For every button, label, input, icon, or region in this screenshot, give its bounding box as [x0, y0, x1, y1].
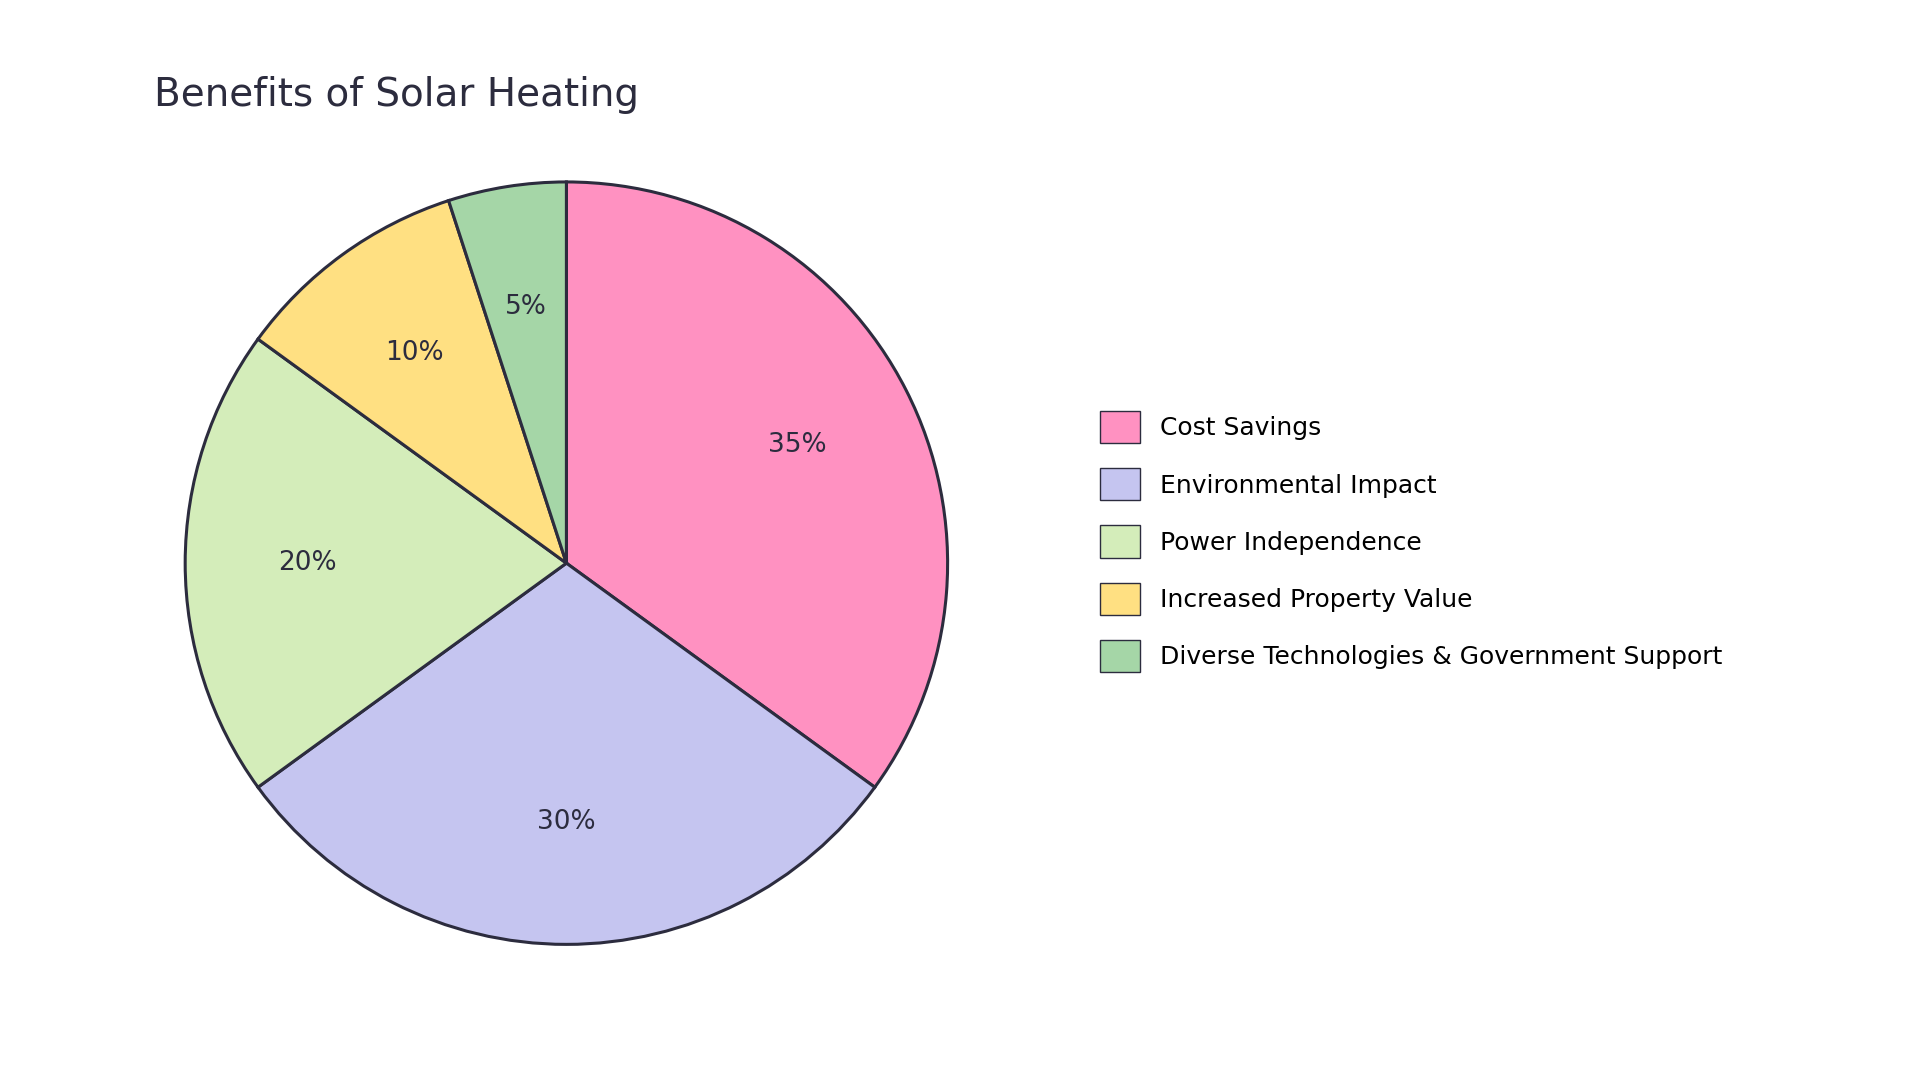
Legend: Cost Savings, Environmental Impact, Power Independence, Increased Property Value: Cost Savings, Environmental Impact, Powe… [1089, 399, 1736, 684]
Text: 35%: 35% [768, 432, 828, 458]
Wedge shape [566, 182, 948, 787]
Text: 30%: 30% [538, 809, 595, 835]
Text: 5%: 5% [505, 295, 547, 321]
Wedge shape [184, 339, 566, 787]
Wedge shape [257, 563, 876, 944]
Text: Benefits of Solar Heating: Benefits of Solar Heating [154, 76, 639, 114]
Text: 10%: 10% [384, 340, 444, 366]
Text: 20%: 20% [278, 550, 336, 576]
Wedge shape [449, 182, 566, 563]
Wedge shape [257, 200, 566, 563]
